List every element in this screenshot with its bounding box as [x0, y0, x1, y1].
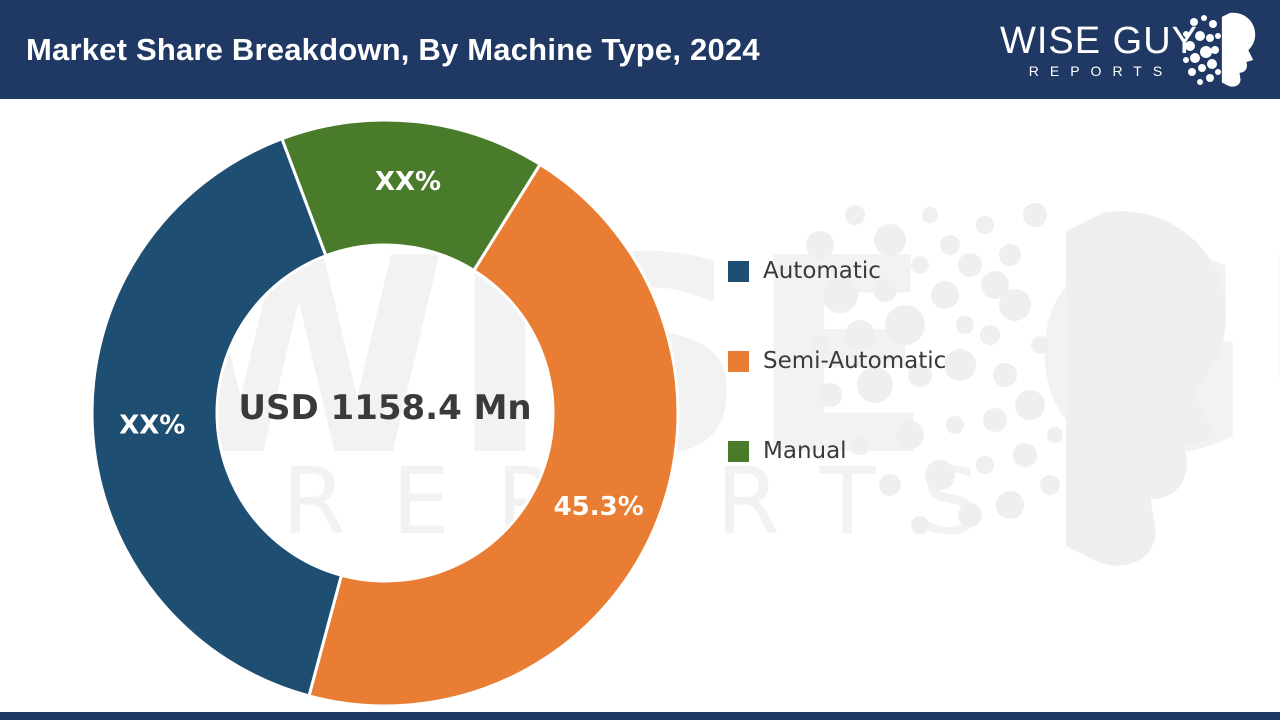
- brand-logo-text: WISE GUY REPORTS: [1000, 22, 1198, 78]
- donut-segment-semi-automatic: [307, 162, 680, 708]
- page-title: Market Share Breakdown, By Machine Type,…: [26, 31, 760, 67]
- donut-chart: XX% 45.3% XX%: [90, 118, 680, 708]
- brand-logo: WISE GUY REPORTS: [1000, 8, 1262, 92]
- face-profile-icon: [1183, 12, 1256, 87]
- brand-subtitle: REPORTS: [1028, 62, 1174, 79]
- segment-label-semi-automatic: 45.3%: [554, 492, 644, 522]
- legend-swatch-icon: [728, 260, 749, 282]
- legend-label: Semi-Automatic: [763, 348, 947, 374]
- header: Market Share Breakdown, By Machine Type,…: [0, 0, 1280, 99]
- chart-center-value: USD 1158.4 Mn: [238, 388, 532, 428]
- legend-item-semi-automatic: Semi-Automatic: [728, 348, 946, 374]
- brand-name: WISE GUY: [999, 19, 1198, 62]
- segment-label-manual: XX%: [375, 167, 441, 197]
- legend-item-manual: Manual: [728, 438, 946, 464]
- footer-bar: [0, 712, 1280, 720]
- segment-label-automatic: XX%: [119, 410, 185, 440]
- legend-item-automatic: Automatic: [728, 258, 946, 284]
- legend-label: Manual: [763, 438, 847, 464]
- donut-segment-automatic: [90, 137, 343, 698]
- legend-swatch-icon: [728, 350, 749, 372]
- legend-swatch-icon: [728, 440, 749, 462]
- chart-legend: Automatic Semi-Automatic Manual: [728, 258, 946, 528]
- legend-label: Automatic: [763, 258, 881, 284]
